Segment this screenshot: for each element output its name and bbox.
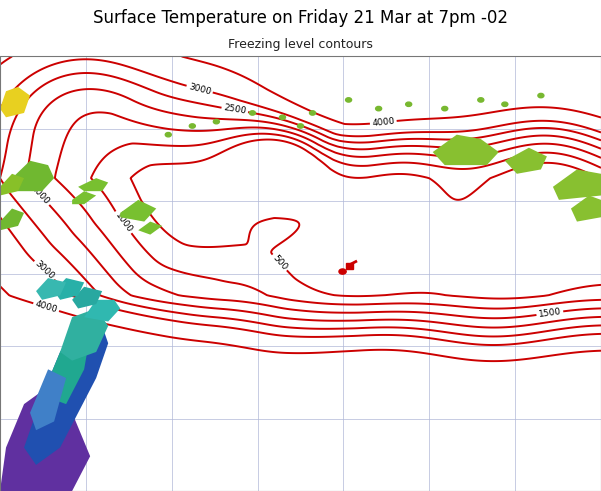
Text: 500: 500: [270, 253, 289, 272]
Text: 3000: 3000: [32, 259, 56, 282]
Polygon shape: [553, 169, 601, 200]
Circle shape: [297, 124, 304, 128]
Polygon shape: [54, 278, 84, 300]
Polygon shape: [0, 87, 30, 117]
Polygon shape: [36, 278, 66, 300]
Circle shape: [502, 102, 508, 107]
Circle shape: [165, 133, 171, 137]
Polygon shape: [505, 148, 547, 174]
Circle shape: [213, 119, 219, 124]
Polygon shape: [0, 387, 90, 491]
Circle shape: [339, 269, 346, 274]
Text: 1500: 1500: [538, 307, 562, 319]
Circle shape: [442, 107, 448, 111]
Polygon shape: [72, 191, 96, 204]
Circle shape: [346, 98, 352, 102]
Polygon shape: [84, 300, 120, 322]
Circle shape: [279, 115, 285, 119]
Circle shape: [249, 111, 255, 115]
Polygon shape: [433, 135, 499, 165]
Polygon shape: [30, 369, 66, 430]
Polygon shape: [120, 200, 156, 221]
Text: Surface Temperature on Friday 21 Mar at 7pm -02: Surface Temperature on Friday 21 Mar at …: [93, 9, 508, 27]
Text: 4000: 4000: [371, 117, 395, 128]
Polygon shape: [60, 308, 108, 360]
Text: Freezing level contours: Freezing level contours: [228, 37, 373, 51]
Polygon shape: [78, 178, 108, 191]
Text: 2500: 2500: [223, 104, 247, 116]
Text: 3000: 3000: [188, 82, 212, 96]
Circle shape: [406, 102, 412, 107]
Text: 1000: 1000: [113, 211, 134, 234]
Circle shape: [478, 98, 484, 102]
Circle shape: [538, 93, 544, 98]
Text: 4000: 4000: [34, 300, 58, 315]
Polygon shape: [138, 221, 162, 235]
Polygon shape: [0, 174, 24, 195]
Polygon shape: [42, 326, 90, 404]
Polygon shape: [571, 195, 601, 221]
Polygon shape: [24, 326, 108, 465]
Polygon shape: [12, 161, 54, 191]
Circle shape: [376, 107, 382, 111]
Circle shape: [189, 124, 195, 128]
Bar: [346, 263, 353, 270]
Text: 2000: 2000: [29, 184, 51, 207]
Polygon shape: [72, 287, 102, 308]
Circle shape: [310, 111, 316, 115]
Polygon shape: [0, 209, 24, 230]
